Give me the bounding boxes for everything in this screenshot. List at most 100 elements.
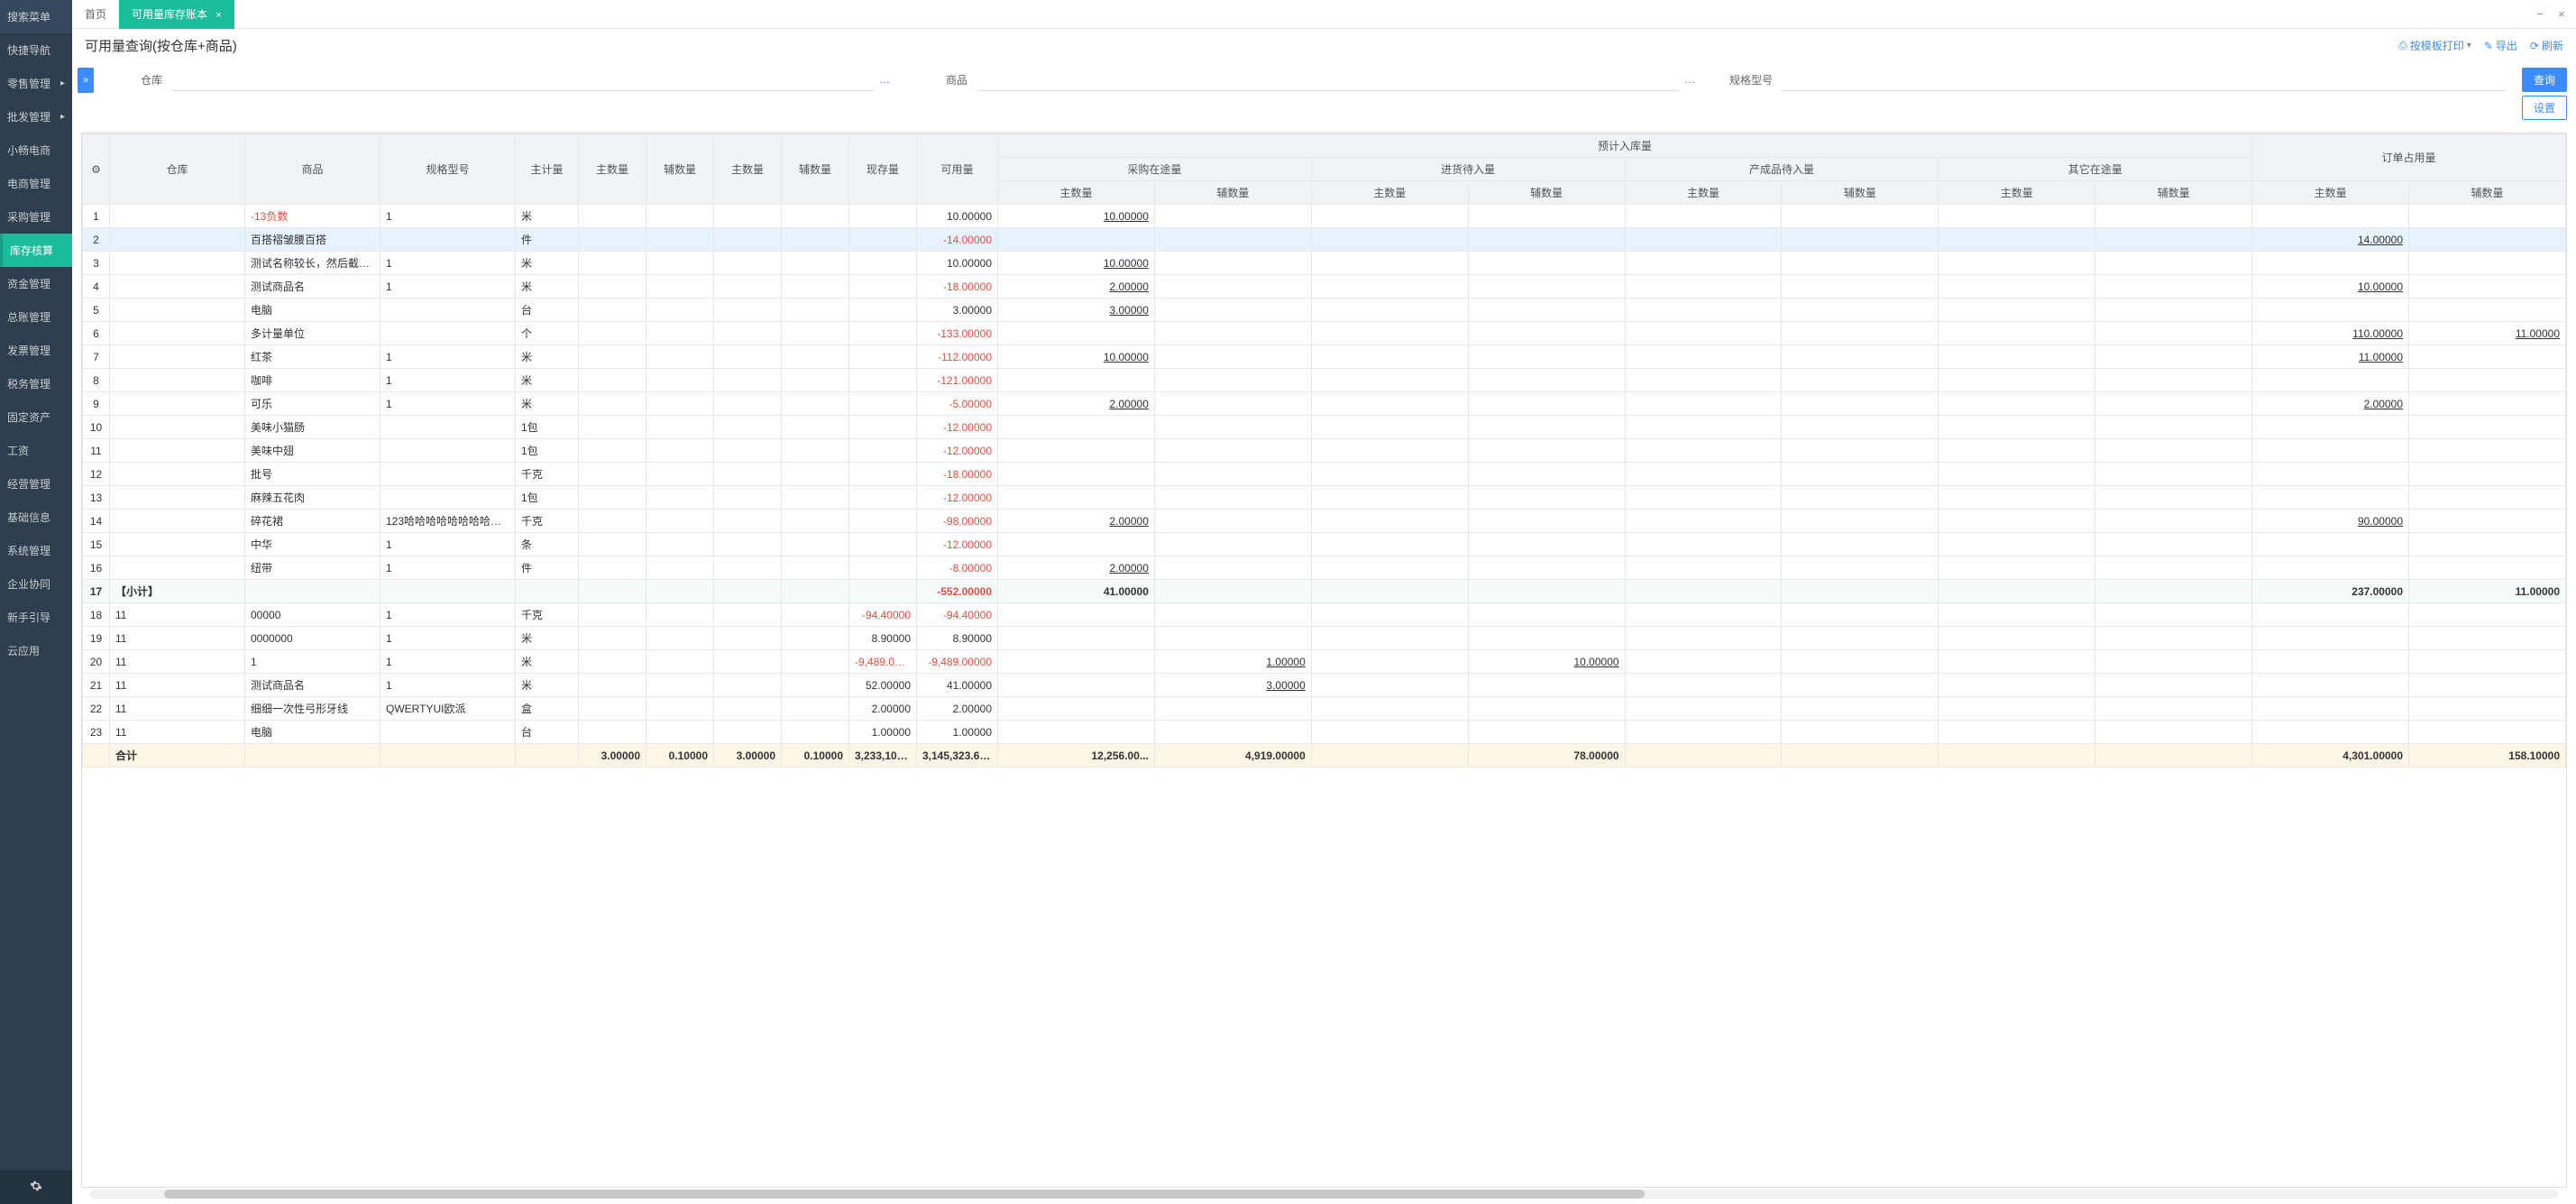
sidebar-item-12[interactable]: 固定资产 <box>0 400 72 434</box>
table-row[interactable]: 7红茶1米-112.0000010.0000011.00000 <box>83 345 2566 369</box>
sidebar-item-18[interactable]: 新手引导 <box>0 601 72 634</box>
link-value[interactable]: 10.00000 <box>2358 280 2403 293</box>
minimize-icon[interactable]: − <box>2529 4 2551 25</box>
chevron-down-icon: ▾ <box>2467 41 2471 51</box>
table-row[interactable]: 16纽带1件-8.000002.00000 <box>83 556 2566 580</box>
col-order-occupy[interactable]: 订单占用量 <box>2252 134 2566 181</box>
table-row[interactable]: 13麻辣五花肉1包-12.00000 <box>83 486 2566 510</box>
query-button[interactable]: 查询 <box>2522 68 2567 92</box>
export-icon: ✎ <box>2484 40 2493 52</box>
sidebar-item-11[interactable]: 税务管理 <box>0 367 72 400</box>
link-value[interactable]: 90.00000 <box>2358 515 2403 528</box>
table-row[interactable]: 6多计量单位个-133.00000110.0000011.00000 <box>83 322 2566 345</box>
export-button[interactable]: ✎ 导出 <box>2484 38 2517 53</box>
table-row[interactable]: 4测试商品名1米-18.000002.0000010.00000 <box>83 275 2566 299</box>
sidebar-item-1[interactable]: 快捷导航 <box>0 33 72 67</box>
link-value[interactable]: 2.00000 <box>2364 398 2403 410</box>
settings-button[interactable]: 设置 <box>2522 96 2567 120</box>
more-icon[interactable]: … <box>874 73 895 86</box>
print-button[interactable]: ⎙ 按模板打印 ▾ <box>2398 38 2471 53</box>
col-available[interactable]: 可用量 <box>917 134 998 205</box>
grid-settings-icon[interactable]: ⚙ <box>83 134 110 205</box>
table-row[interactable]: 2百搭褶皱腰百搭件-14.0000014.00000 <box>83 228 2566 252</box>
sidebar-item-13[interactable]: 工资 <box>0 434 72 467</box>
filter-spec-input[interactable] <box>1782 68 2506 91</box>
sidebar-item-14[interactable]: 经营管理 <box>0 467 72 501</box>
col-warehouse[interactable]: 仓库 <box>110 134 245 205</box>
link-value[interactable]: 2.00000 <box>1110 515 1149 528</box>
table-row[interactable]: 17【小计】-552.0000041.00000237.0000011.0000… <box>83 580 2566 603</box>
table-row[interactable]: 11美味中翅1包-12.00000 <box>83 439 2566 463</box>
link-value[interactable]: 2.00000 <box>1110 280 1149 293</box>
sidebar-item-2[interactable]: 零售管理▸ <box>0 67 72 100</box>
sidebar-item-16[interactable]: 系统管理 <box>0 534 72 567</box>
col-purchase-in[interactable]: 采购在途量 <box>998 158 1312 181</box>
table-row[interactable]: 12批号千克-18.00000 <box>83 463 2566 486</box>
link-value[interactable]: 1.00000 <box>1266 656 1305 668</box>
table-row[interactable]: 8咖啡1米-121.00000 <box>83 369 2566 392</box>
table-row[interactable]: 1-13负数1米10.0000010.00000 <box>83 205 2566 228</box>
col-receive-wait[interactable]: 进货待入量 <box>1311 158 1625 181</box>
refresh-button[interactable]: ⟳ 刷新 <box>2530 38 2563 53</box>
link-value[interactable]: 11.00000 <box>2359 351 2403 363</box>
table-row[interactable]: 3测试名称较长，然后截断有没...1米10.0000010.00000 <box>83 252 2566 275</box>
link-value[interactable]: 10.00000 <box>1574 656 1619 668</box>
sidebar-item-5[interactable]: 电商管理 <box>0 167 72 200</box>
link-value[interactable]: 2.00000 <box>1110 562 1149 574</box>
close-icon[interactable]: × <box>215 10 221 21</box>
sidebar-item-15[interactable]: 基础信息 <box>0 501 72 534</box>
sidebar-item-10[interactable]: 发票管理 <box>0 334 72 367</box>
table-row[interactable]: 9可乐1米-5.000002.000002.00000 <box>83 392 2566 416</box>
table-row[interactable]: 15中华1条-12.00000 <box>83 533 2566 556</box>
col-main-unit[interactable]: 主计量 <box>516 134 579 205</box>
table-row[interactable]: 2111测试商品名1米52.0000041.000003.00000 <box>83 674 2566 697</box>
expand-filter-button[interactable]: » <box>78 68 94 93</box>
sidebar-item-8[interactable]: 资金管理 <box>0 267 72 300</box>
col-other-in[interactable]: 其它在途量 <box>1939 158 2252 181</box>
link-value[interactable]: 110.00000 <box>2352 327 2403 340</box>
tab-home[interactable]: 首页 <box>72 0 119 29</box>
scrollbar-thumb[interactable] <box>164 1190 1645 1199</box>
close-window-icon[interactable]: × <box>2551 4 2572 25</box>
col-product[interactable]: 商品 <box>245 134 380 205</box>
table-row[interactable]: 2311电脑台1.000001.00000 <box>83 721 2566 744</box>
col-finished-wait[interactable]: 产成品待入量 <box>1625 158 1939 181</box>
table-row[interactable]: 1811000001千克-94.40000-94.40000 <box>83 603 2566 627</box>
sidebar-settings[interactable] <box>0 1171 72 1204</box>
horizontal-scrollbar[interactable] <box>90 1190 2558 1199</box>
link-value[interactable]: 3.00000 <box>1266 679 1305 692</box>
more-icon[interactable]: … <box>1679 73 1701 86</box>
col-aux-qty[interactable]: 辅数量 <box>646 134 714 205</box>
table-row[interactable]: 191100000001米8.900008.90000 <box>83 627 2566 650</box>
filter-warehouse-input[interactable] <box>171 68 874 91</box>
col-spec[interactable]: 规格型号 <box>380 134 516 205</box>
table-row[interactable]: 2211细细一次性弓形牙线QWERTYUI欧派盒2.000002.00000 <box>83 697 2566 721</box>
link-value[interactable]: 10.00000 <box>1104 257 1149 270</box>
col-aux-qty2[interactable]: 辅数量 <box>782 134 849 205</box>
data-grid[interactable]: ⚙ 仓库 商品 规格型号 主计量 主数量 辅数量 主数量 辅数量 现存量 可用量… <box>81 133 2567 1188</box>
link-value[interactable]: 14.00000 <box>2358 234 2403 246</box>
sidebar-item-7[interactable]: 库存核算 <box>0 234 72 267</box>
table-row[interactable]: 201111米-9,489.000...-9,489.000001.000001… <box>83 650 2566 674</box>
link-value[interactable]: 3.00000 <box>1110 304 1149 317</box>
sidebar-item-17[interactable]: 企业协同 <box>0 567 72 601</box>
link-value[interactable]: 10.00000 <box>1104 351 1149 363</box>
table-row[interactable]: 5电脑台3.000003.00000 <box>83 299 2566 322</box>
link-value[interactable]: 11.00000 <box>2516 327 2560 340</box>
sidebar-item-label: 零售管理 <box>7 76 50 91</box>
link-value[interactable]: 10.00000 <box>1104 210 1149 223</box>
sidebar-item-4[interactable]: 小畅电商 <box>0 133 72 167</box>
sidebar-item-9[interactable]: 总账管理 <box>0 300 72 334</box>
sidebar-item-19[interactable]: 云应用 <box>0 634 72 667</box>
col-main-qty[interactable]: 主数量 <box>579 134 646 205</box>
col-main-qty2[interactable]: 主数量 <box>714 134 782 205</box>
tab-active[interactable]: 可用量库存账本 × <box>119 0 234 29</box>
sidebar-item-3[interactable]: 批发管理▸ <box>0 100 72 133</box>
col-stock[interactable]: 现存量 <box>849 134 917 205</box>
table-row[interactable]: 10美味小猫肠1包-12.00000 <box>83 416 2566 439</box>
link-value[interactable]: 2.00000 <box>1110 398 1149 410</box>
filter-product-input[interactable] <box>976 68 1679 91</box>
sidebar-item-0[interactable]: 搜索菜单 <box>0 0 72 33</box>
table-row[interactable]: 14碎花裙123哈哈哈哈哈哈哈哈哈哈哈...千克-98.000002.00000… <box>83 510 2566 533</box>
sidebar-item-6[interactable]: 采购管理 <box>0 200 72 234</box>
